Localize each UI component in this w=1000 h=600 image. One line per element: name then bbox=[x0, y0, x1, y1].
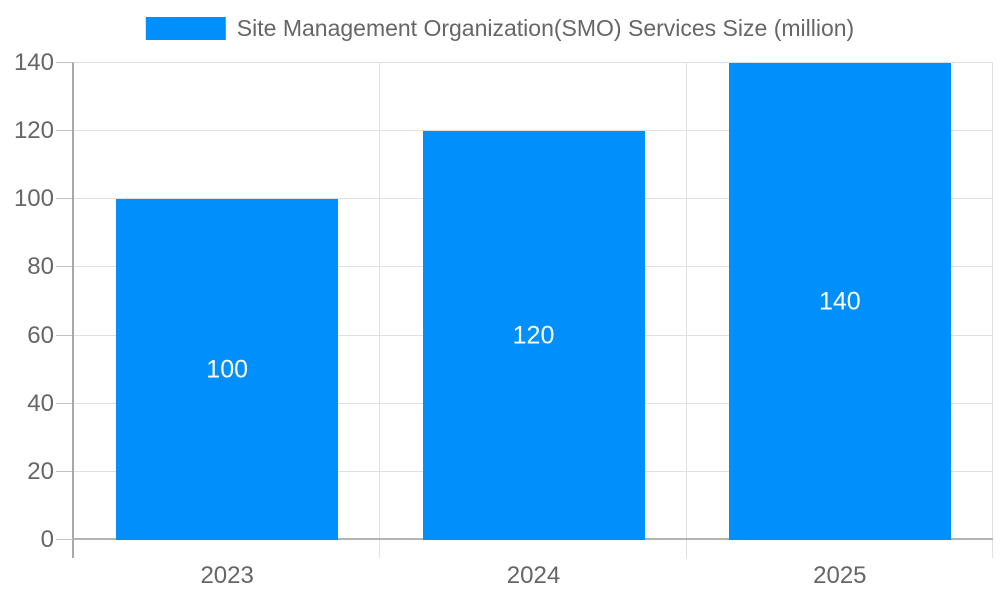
v-gridline bbox=[992, 63, 993, 540]
x-axis-tick bbox=[992, 540, 993, 558]
y-axis-label: 120 bbox=[13, 117, 54, 145]
y-axis-label: 100 bbox=[13, 185, 54, 213]
y-axis-tick bbox=[56, 334, 74, 336]
x-axis-tick bbox=[685, 540, 687, 558]
h-gridline bbox=[74, 62, 993, 63]
y-axis-line bbox=[72, 63, 74, 558]
x-axis-label: 2024 bbox=[506, 562, 561, 589]
y-axis-tick bbox=[56, 198, 74, 200]
v-gridline bbox=[685, 63, 687, 540]
h-gridline bbox=[74, 130, 993, 132]
y-axis-label: 40 bbox=[27, 389, 54, 417]
y-axis-label: 140 bbox=[13, 49, 54, 76]
y-axis-tick bbox=[56, 402, 74, 404]
bar-2025[interactable] bbox=[728, 63, 951, 540]
y-axis-tick bbox=[56, 539, 74, 540]
y-axis-label: 80 bbox=[27, 253, 54, 281]
legend-item[interactable]: Site Management Organization(SMO) Servic… bbox=[145, 15, 855, 42]
x-axis-tick bbox=[379, 540, 381, 558]
y-axis-tick bbox=[56, 62, 74, 63]
v-gridline bbox=[379, 63, 381, 540]
x-axis-label: 2025 bbox=[813, 562, 867, 589]
y-axis-label: 60 bbox=[27, 321, 54, 349]
y-axis-tick bbox=[56, 130, 74, 132]
y-axis-label: 0 bbox=[40, 526, 54, 553]
legend-label: Site Management Organization(SMO) Servic… bbox=[236, 15, 855, 41]
x-axis-label: 2023 bbox=[200, 562, 254, 589]
y-axis-tick bbox=[56, 266, 74, 268]
y-axis-tick bbox=[56, 470, 74, 472]
legend-swatch-icon bbox=[145, 17, 226, 40]
y-axis-label: 20 bbox=[27, 457, 54, 485]
bar-2023[interactable] bbox=[116, 199, 339, 540]
bar-2024[interactable] bbox=[422, 131, 645, 540]
